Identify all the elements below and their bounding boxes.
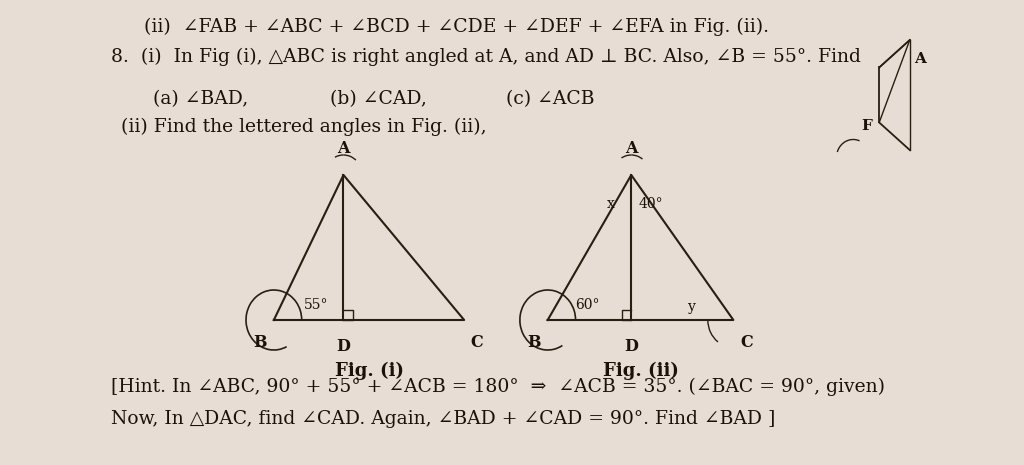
Text: 60°: 60°	[575, 298, 600, 312]
Text: 40°: 40°	[639, 197, 664, 211]
Text: y: y	[688, 300, 695, 314]
Text: A: A	[337, 140, 350, 157]
Text: x: x	[607, 197, 614, 211]
Text: (c) ∠ACB: (c) ∠ACB	[506, 90, 595, 108]
Text: 8.  (i)  In Fig (i), △ABC is right angled at A, and AD ⊥ BC. Also, ∠B = 55°. Fin: 8. (i) In Fig (i), △ABC is right angled …	[112, 48, 861, 66]
Text: B: B	[253, 334, 266, 351]
Text: (b) ∠CAD,: (b) ∠CAD,	[330, 90, 426, 108]
Text: (ii)  ∠FAB + ∠ABC + ∠BCD + ∠CDE + ∠DEF + ∠EFA in Fig. (ii).: (ii) ∠FAB + ∠ABC + ∠BCD + ∠CDE + ∠DEF + …	[144, 18, 769, 36]
Text: (ii) Find the lettered angles in Fig. (ii),: (ii) Find the lettered angles in Fig. (i…	[121, 118, 486, 136]
Text: F: F	[861, 119, 871, 133]
Text: D: D	[625, 338, 638, 355]
Text: A: A	[625, 140, 638, 157]
Text: Fig. (ii): Fig. (ii)	[602, 362, 679, 380]
Text: A: A	[914, 52, 927, 66]
Text: B: B	[527, 334, 541, 351]
Text: C: C	[471, 334, 483, 351]
Text: C: C	[740, 334, 753, 351]
Text: Fig. (i): Fig. (i)	[335, 362, 403, 380]
Text: D: D	[337, 338, 350, 355]
Text: Now, In △DAC, find ∠CAD. Again, ∠BAD + ∠CAD = 90°. Find ∠BAD ]: Now, In △DAC, find ∠CAD. Again, ∠BAD + ∠…	[112, 410, 776, 428]
Text: (a) ∠BAD,: (a) ∠BAD,	[154, 90, 249, 108]
Text: 55°: 55°	[303, 298, 328, 312]
Text: [Hint. In ∠ABC, 90° + 55° + ∠ACB = 180°  ⇒  ∠ACB = 35°. (∠BAC = 90°, given): [Hint. In ∠ABC, 90° + 55° + ∠ACB = 180° …	[112, 378, 886, 396]
